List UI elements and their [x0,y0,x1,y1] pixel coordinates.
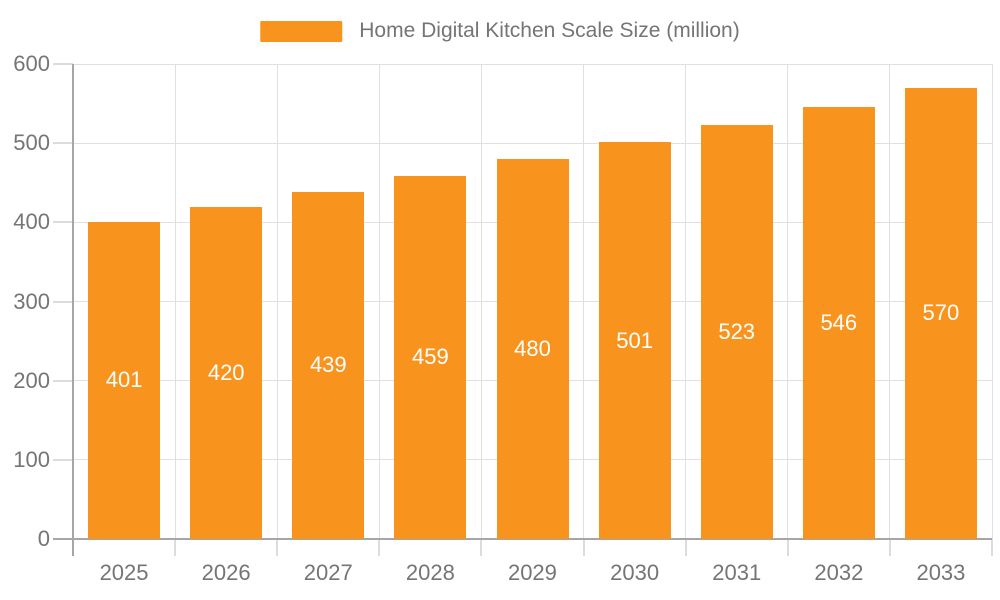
y-axis-tick [53,221,73,224]
x-gridline [174,64,176,539]
y-axis-label: 200 [13,367,50,393]
x-axis-tick [276,539,279,556]
bar-2025[interactable]: 401 [88,221,161,539]
bar-2030[interactable]: 501 [598,142,671,539]
y-axis-tick [53,379,73,382]
x-axis-label: 2031 [712,560,762,585]
bar-2026[interactable]: 420 [190,206,263,539]
bar-2028[interactable]: 459 [394,175,467,539]
bar-value-label: 420 [207,359,245,385]
y-axis-tick [53,142,73,145]
x-axis-tick [888,539,891,556]
y-axis-tick [53,300,73,303]
y-axis-label: 100 [13,446,50,472]
x-axis-tick [684,539,687,556]
bar-value-label: 459 [412,344,449,370]
y-axis-tick [53,458,73,461]
x-axis-tick [480,539,483,556]
legend-swatch-icon [260,20,343,42]
legend-item[interactable]: Home Digital Kitchen Scale Size (million… [260,19,740,43]
y-gridline [73,63,992,65]
x-axis-label: 2032 [814,560,864,585]
bar-2033[interactable]: 570 [904,87,977,540]
x-axis-label: 2028 [405,560,455,585]
bar-value-label: 501 [616,327,653,353]
y-axis-label: 0 [37,526,50,551]
x-gridline [787,64,789,539]
x-gridline [276,64,278,539]
y-axis-line [72,64,74,556]
bar-value-label: 439 [309,352,347,378]
y-axis-label: 500 [13,130,50,156]
x-gridline [480,64,482,539]
x-gridline [583,64,585,539]
bar-value-label: 480 [514,336,551,361]
bar-value-label: 401 [105,367,143,393]
x-axis-tick [174,539,177,556]
x-axis-label: 2030 [610,560,660,585]
bar-value-label: 523 [718,319,756,344]
x-axis-tick [991,539,993,556]
x-axis-label: 2025 [99,560,149,585]
x-axis-label: 2033 [916,560,966,585]
y-axis-label: 300 [13,288,50,314]
x-axis-tick [378,539,381,556]
bar-value-label: 570 [922,300,960,326]
legend-label: Home Digital Kitchen Scale Size (million… [359,19,740,42]
y-axis-label: 600 [13,51,50,76]
y-gridline [73,142,992,144]
y-axis-tick [53,63,73,65]
y-axis-label: 400 [13,209,50,235]
x-gridline [378,64,380,539]
x-gridline [685,64,687,539]
x-axis-label: 2029 [507,560,557,585]
x-axis-label: 2026 [201,560,251,585]
bar-2032[interactable]: 546 [802,106,875,540]
bar-2029[interactable]: 480 [496,159,569,539]
x-gridline [889,64,891,539]
x-axis-line [53,538,992,540]
x-axis-label: 2027 [303,560,353,585]
bar-value-label: 546 [820,309,858,335]
bar-2031[interactable]: 523 [700,125,773,539]
x-axis-tick [786,539,789,556]
x-axis-tick [582,539,585,556]
x-gridline [991,64,993,539]
bar-2027[interactable]: 439 [292,191,365,539]
